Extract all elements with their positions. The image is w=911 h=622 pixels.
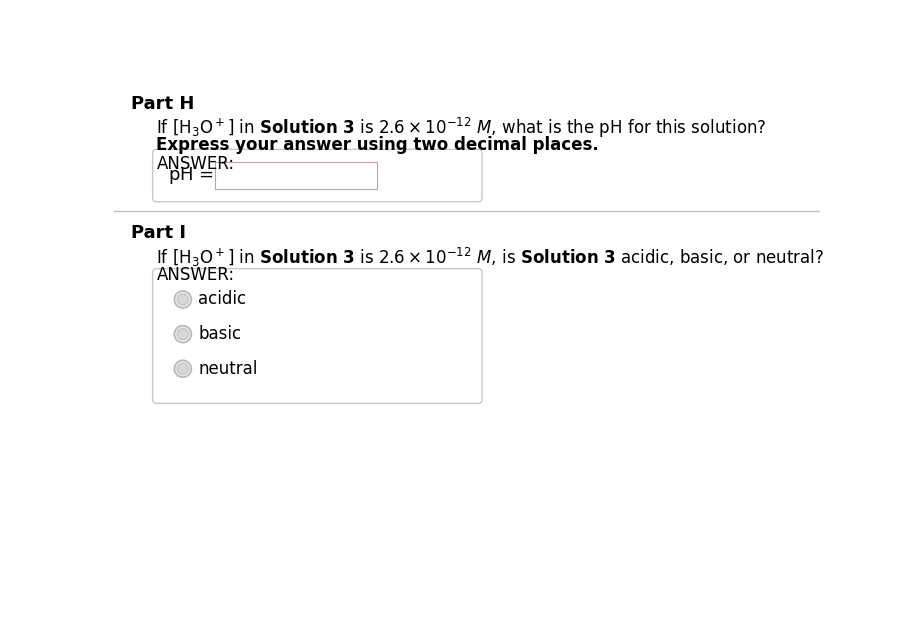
Text: Part H: Part H: [131, 95, 194, 113]
Text: basic: basic: [199, 325, 241, 343]
Text: ANSWER:: ANSWER:: [157, 156, 235, 174]
FancyBboxPatch shape: [153, 149, 482, 202]
Text: acidic: acidic: [199, 290, 247, 309]
Text: $\mathrm{pH}$ =: $\mathrm{pH}$ =: [169, 165, 214, 186]
Text: If $\left[\mathrm{H_3O^+}\right]$ in $\mathbf{Solution\ 3}$ is $2.6 \times 10^{-: If $\left[\mathrm{H_3O^+}\right]$ in $\m…: [157, 246, 824, 269]
Circle shape: [174, 360, 191, 378]
Circle shape: [178, 294, 189, 305]
Circle shape: [178, 329, 189, 340]
Circle shape: [174, 326, 191, 343]
Text: Express your answer using two decimal places.: Express your answer using two decimal pl…: [157, 136, 599, 154]
Text: Part I: Part I: [131, 224, 186, 242]
Text: neutral: neutral: [199, 360, 258, 378]
Circle shape: [178, 363, 189, 374]
FancyBboxPatch shape: [215, 162, 377, 188]
Circle shape: [174, 291, 191, 308]
Text: If $\left[\mathrm{H_3O^+}\right]$ in $\mathbf{Solution\ 3}$ is $2.6 \times 10^{-: If $\left[\mathrm{H_3O^+}\right]$ in $\m…: [157, 116, 767, 141]
Text: ANSWER:: ANSWER:: [157, 266, 235, 284]
FancyBboxPatch shape: [153, 269, 482, 404]
